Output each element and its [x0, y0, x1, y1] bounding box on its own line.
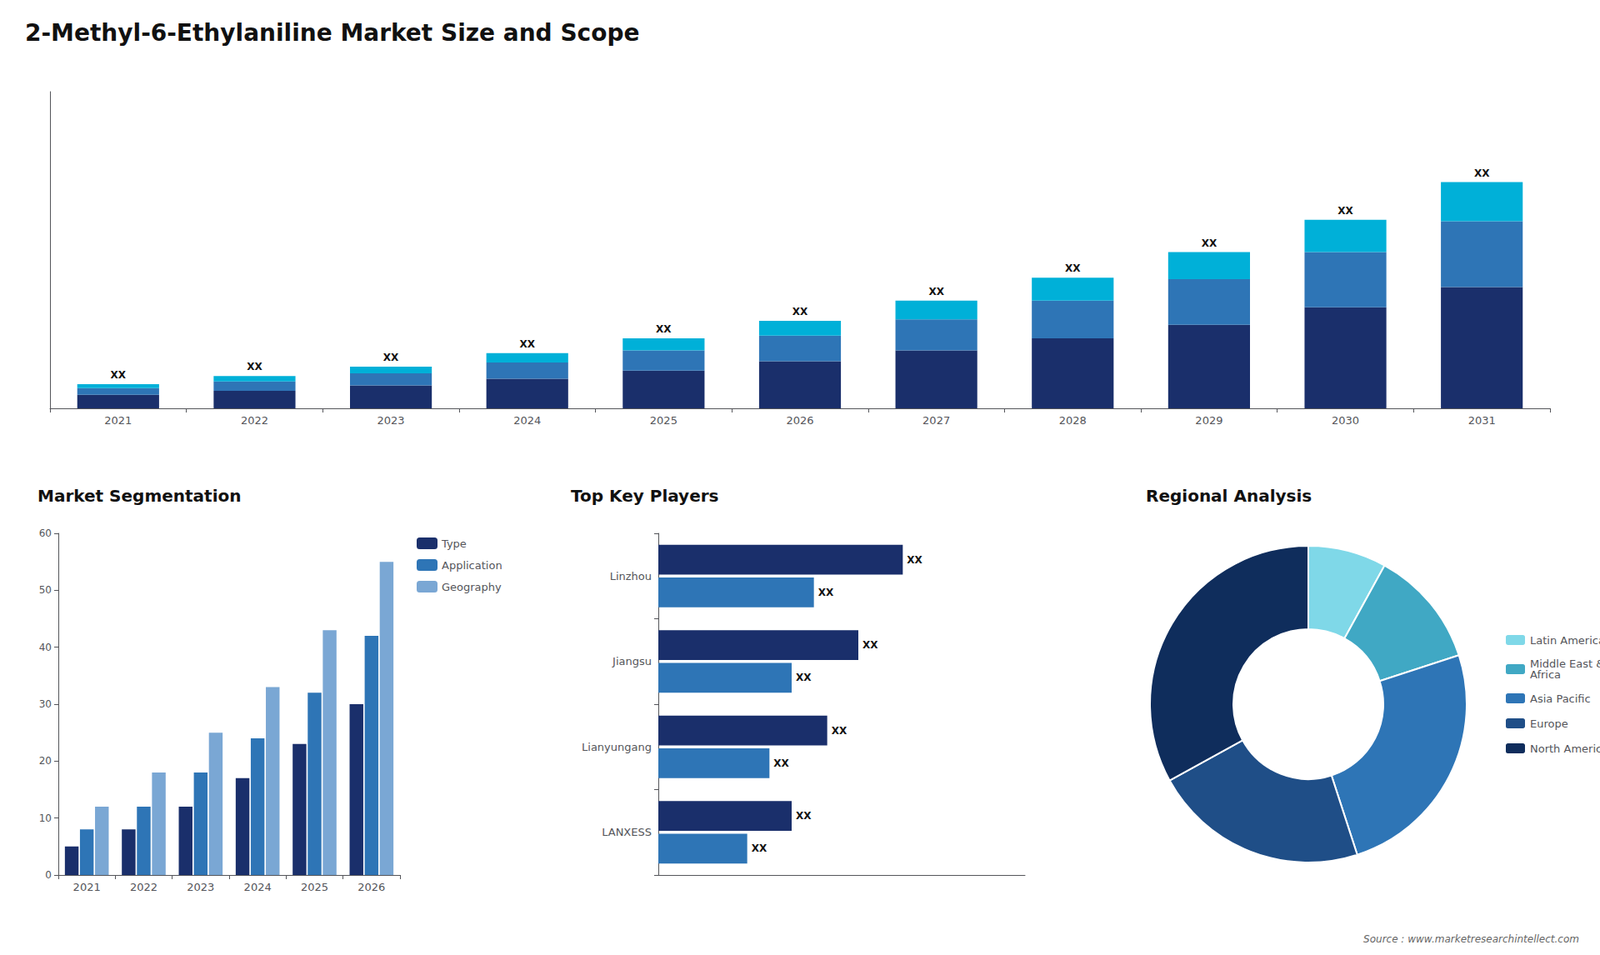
svg-text:10: 10 — [39, 812, 52, 825]
svg-text:Geography: Geography — [441, 580, 502, 594]
svg-text:2023: 2023 — [186, 880, 215, 894]
svg-text:Source : www.marketresearchint: Source : www.marketresearchintellect.com — [1363, 933, 1580, 945]
svg-text:2023: 2023 — [377, 414, 405, 427]
svg-text:2030: 2030 — [1331, 414, 1360, 427]
svg-text:Regional Analysis: Regional Analysis — [1145, 485, 1312, 506]
svg-text:Latin America: Latin America — [1530, 634, 1600, 647]
svg-text:Linzhou: Linzhou — [610, 570, 652, 583]
svg-text:Top Key Players: Top Key Players — [570, 485, 719, 506]
svg-text:2026: 2026 — [785, 414, 814, 427]
svg-text:XX: XX — [1474, 167, 1490, 180]
svg-text:XX: XX — [519, 338, 535, 350]
svg-text:Application: Application — [441, 559, 503, 572]
svg-text:20: 20 — [39, 755, 52, 767]
svg-text:XX: XX — [795, 671, 812, 684]
svg-text:0: 0 — [45, 869, 52, 881]
svg-text:LANXESS: LANXESS — [601, 825, 652, 839]
svg-text:2022: 2022 — [130, 880, 158, 894]
svg-text:XX: XX — [773, 757, 790, 770]
svg-text:XX: XX — [751, 842, 768, 855]
svg-text:2021: 2021 — [104, 414, 132, 427]
svg-text:2022: 2022 — [240, 414, 269, 427]
svg-text:2026: 2026 — [357, 880, 385, 894]
svg-text:2025: 2025 — [650, 414, 678, 427]
svg-text:Asia Pacific: Asia Pacific — [1530, 692, 1591, 705]
svg-text:Market Segmentation: Market Segmentation — [37, 485, 242, 506]
svg-text:XX: XX — [655, 323, 672, 335]
svg-text:XX: XX — [831, 725, 848, 737]
svg-text:2-Methyl-6-Ethylaniline Market: 2-Methyl-6-Ethylaniline Market Size and … — [25, 19, 640, 47]
svg-text:2028: 2028 — [1059, 414, 1087, 427]
svg-text:30: 30 — [39, 698, 52, 710]
svg-text:Type: Type — [440, 537, 467, 550]
svg-text:2021: 2021 — [73, 880, 101, 894]
svg-text:2024: 2024 — [513, 414, 541, 427]
svg-text:XX: XX — [862, 639, 879, 651]
svg-text:XX: XX — [928, 285, 945, 298]
svg-text:XX: XX — [383, 351, 400, 364]
svg-text:XX: XX — [818, 586, 835, 599]
svg-text:Europe: Europe — [1530, 717, 1569, 730]
svg-text:XX: XX — [110, 369, 127, 381]
svg-text:Africa: Africa — [1530, 668, 1561, 681]
svg-text:2029: 2029 — [1195, 414, 1223, 427]
svg-text:2024: 2024 — [244, 880, 272, 894]
svg-text:XX: XX — [906, 554, 923, 566]
svg-text:50: 50 — [39, 584, 52, 596]
svg-text:2025: 2025 — [300, 880, 329, 894]
svg-text:2027: 2027 — [922, 414, 950, 427]
svg-text:XX: XX — [792, 305, 809, 318]
svg-text:60: 60 — [39, 527, 52, 540]
svg-text:XX: XX — [1065, 262, 1081, 275]
svg-text:Lianyungang: Lianyungang — [581, 740, 652, 754]
svg-text:XX: XX — [1337, 205, 1354, 217]
svg-text:North America: North America — [1530, 742, 1600, 755]
svg-text:40: 40 — [39, 641, 52, 654]
svg-text:XX: XX — [246, 360, 263, 373]
svg-text:Jiangsu: Jiangsu — [611, 655, 652, 668]
svg-text:XX: XX — [1201, 237, 1218, 250]
svg-text:XX: XX — [795, 810, 812, 822]
svg-text:2031: 2031 — [1468, 414, 1496, 427]
